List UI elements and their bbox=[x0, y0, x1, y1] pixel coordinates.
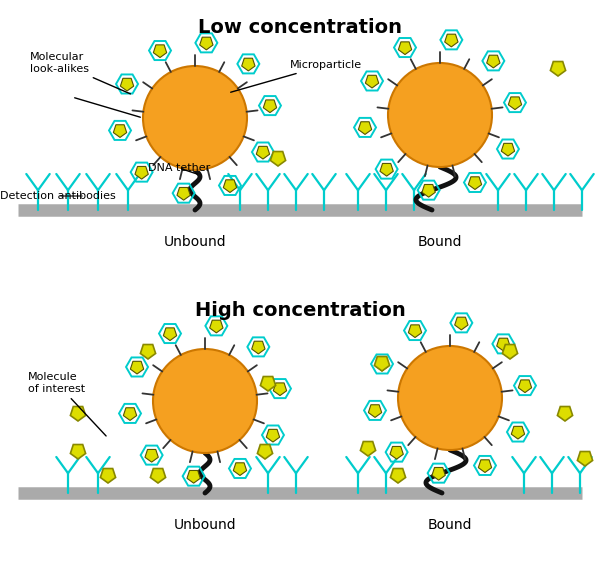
Polygon shape bbox=[422, 185, 436, 197]
Polygon shape bbox=[432, 467, 445, 480]
Circle shape bbox=[398, 346, 502, 450]
Text: Bound: Bound bbox=[418, 235, 462, 249]
Polygon shape bbox=[391, 468, 406, 483]
Text: Molecule
of interest: Molecule of interest bbox=[28, 372, 106, 436]
Polygon shape bbox=[274, 383, 287, 396]
Polygon shape bbox=[469, 177, 482, 189]
Text: Microparticle: Microparticle bbox=[230, 60, 362, 92]
Polygon shape bbox=[135, 167, 148, 179]
Polygon shape bbox=[130, 361, 143, 374]
Polygon shape bbox=[266, 429, 280, 442]
Polygon shape bbox=[187, 471, 200, 483]
Polygon shape bbox=[374, 357, 389, 371]
Polygon shape bbox=[502, 144, 515, 156]
Polygon shape bbox=[368, 405, 382, 418]
Polygon shape bbox=[487, 55, 500, 68]
Text: Molecular
look-alikes: Molecular look-alikes bbox=[30, 52, 130, 94]
Polygon shape bbox=[163, 328, 176, 341]
Polygon shape bbox=[121, 79, 134, 91]
Circle shape bbox=[388, 63, 492, 167]
Polygon shape bbox=[223, 180, 236, 193]
Polygon shape bbox=[124, 408, 137, 420]
Polygon shape bbox=[511, 427, 524, 439]
Polygon shape bbox=[209, 320, 223, 333]
Polygon shape bbox=[380, 163, 393, 176]
Text: Bound: Bound bbox=[428, 518, 472, 532]
Polygon shape bbox=[550, 62, 566, 76]
Polygon shape bbox=[502, 345, 518, 359]
Polygon shape bbox=[140, 345, 155, 359]
Polygon shape bbox=[260, 376, 275, 391]
Polygon shape bbox=[390, 446, 403, 459]
Text: Unbound: Unbound bbox=[164, 235, 226, 249]
Polygon shape bbox=[252, 341, 265, 354]
Polygon shape bbox=[361, 441, 376, 456]
Polygon shape bbox=[478, 460, 491, 472]
Polygon shape bbox=[177, 188, 190, 200]
Polygon shape bbox=[151, 468, 166, 483]
Polygon shape bbox=[256, 146, 269, 159]
Polygon shape bbox=[233, 463, 247, 476]
Polygon shape bbox=[445, 34, 458, 47]
Polygon shape bbox=[70, 407, 86, 421]
Polygon shape bbox=[257, 445, 272, 459]
Polygon shape bbox=[518, 380, 532, 393]
Polygon shape bbox=[263, 100, 277, 112]
Polygon shape bbox=[145, 449, 158, 462]
Text: High concentration: High concentration bbox=[194, 301, 406, 320]
Circle shape bbox=[143, 66, 247, 170]
Polygon shape bbox=[557, 407, 572, 421]
Polygon shape bbox=[154, 45, 167, 58]
Circle shape bbox=[153, 349, 257, 453]
Polygon shape bbox=[376, 358, 389, 371]
Polygon shape bbox=[113, 125, 127, 137]
Polygon shape bbox=[365, 75, 379, 88]
Polygon shape bbox=[508, 97, 521, 110]
Polygon shape bbox=[70, 445, 86, 459]
Polygon shape bbox=[100, 468, 116, 483]
Text: Low concentration: Low concentration bbox=[198, 18, 402, 37]
Polygon shape bbox=[358, 121, 371, 134]
Polygon shape bbox=[200, 37, 213, 50]
Polygon shape bbox=[455, 317, 468, 330]
Text: Detection antibodies: Detection antibodies bbox=[0, 191, 116, 201]
Text: Unbound: Unbound bbox=[173, 518, 236, 532]
Polygon shape bbox=[398, 42, 412, 55]
Polygon shape bbox=[271, 151, 286, 166]
Polygon shape bbox=[577, 451, 593, 466]
Polygon shape bbox=[242, 58, 255, 71]
Text: DNA tether: DNA tether bbox=[148, 163, 210, 174]
Polygon shape bbox=[497, 338, 510, 351]
Polygon shape bbox=[409, 325, 422, 337]
